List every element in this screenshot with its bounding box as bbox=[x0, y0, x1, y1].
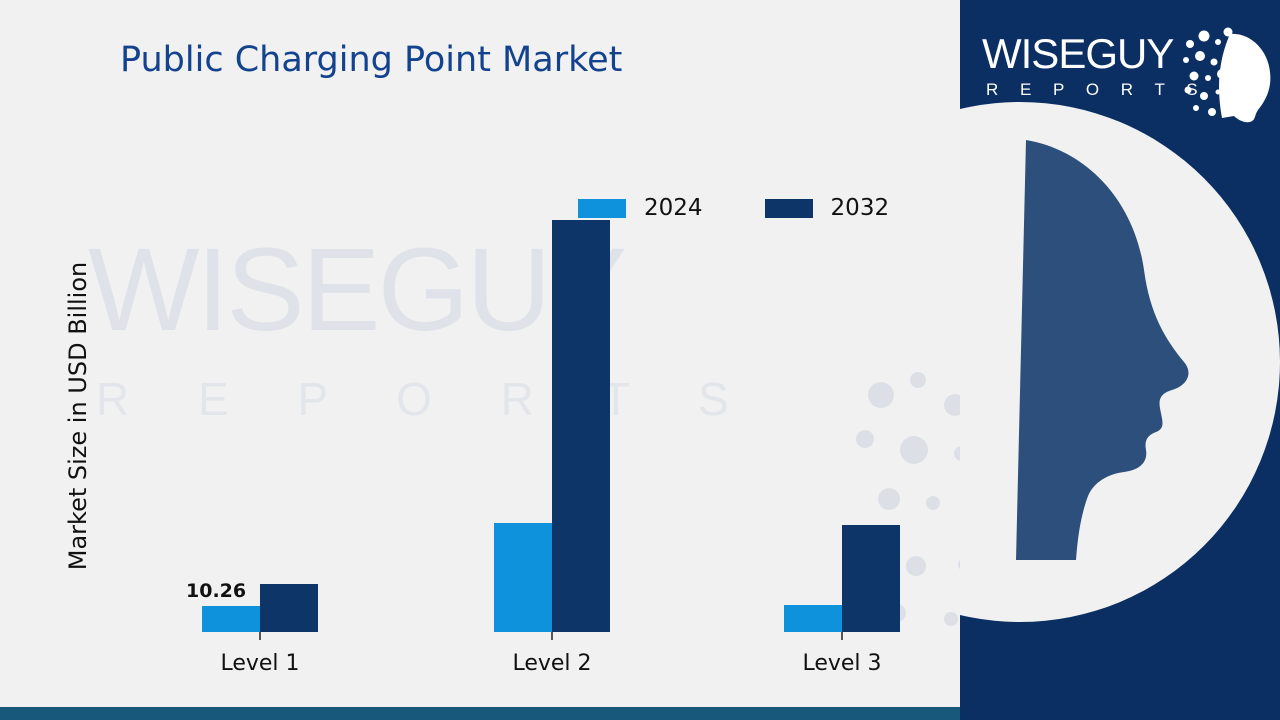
x-axis-tick bbox=[259, 632, 261, 640]
legend-item-2024[interactable]: 2024 bbox=[578, 195, 703, 221]
legend-label-2032: 2032 bbox=[830, 195, 890, 221]
legend-swatch-2032-icon bbox=[764, 198, 813, 218]
bar-group: Level 2 bbox=[494, 170, 610, 676]
bar-group: Level 1 bbox=[202, 170, 318, 676]
y-axis-label: Market Size in USD Billion bbox=[64, 261, 92, 571]
bar-2024-level-1[interactable] bbox=[202, 605, 260, 632]
legend-label-2024: 2024 bbox=[644, 195, 703, 221]
x-axis-category-label: Level 2 bbox=[512, 651, 592, 676]
brand-logo[interactable]: WISEGUY R E P O R T S bbox=[982, 27, 1272, 123]
bottom-accent-strip bbox=[0, 707, 960, 720]
head-profile-silhouette-icon bbox=[1016, 140, 1189, 560]
brand-panel bbox=[960, 0, 1280, 720]
logo-head-dots-icon bbox=[1183, 27, 1271, 123]
bar-2024-level-3[interactable] bbox=[784, 604, 842, 632]
bar-group: Level 3 bbox=[784, 170, 900, 676]
bar-2032-level-3[interactable] bbox=[842, 525, 900, 632]
logo-wordmark: WISEGUY bbox=[982, 30, 1174, 77]
bar-2032-level-2[interactable] bbox=[552, 219, 610, 632]
bar-2032-level-1[interactable] bbox=[260, 583, 318, 632]
panel-bubble-pattern bbox=[960, 140, 1110, 580]
plot-area: Level 1 Level 2 Level 3 10.26 bbox=[130, 170, 950, 676]
x-axis-category-label: Level 3 bbox=[802, 651, 882, 676]
legend-item-2032[interactable]: 2032 bbox=[764, 195, 890, 221]
page-title: Public Charging Point Market bbox=[120, 40, 623, 80]
x-axis-tick bbox=[841, 632, 843, 640]
chart-legend: 2024 2032 bbox=[578, 195, 951, 221]
x-axis-tick bbox=[551, 632, 553, 640]
bar-2024-level-2[interactable] bbox=[494, 523, 552, 632]
legend-swatch-2024-icon bbox=[578, 198, 626, 218]
logo-subtitle: R E P O R T S bbox=[986, 80, 1207, 99]
x-axis-category-label: Level 1 bbox=[220, 651, 300, 676]
bar-data-label: 10.26 bbox=[186, 579, 247, 602]
